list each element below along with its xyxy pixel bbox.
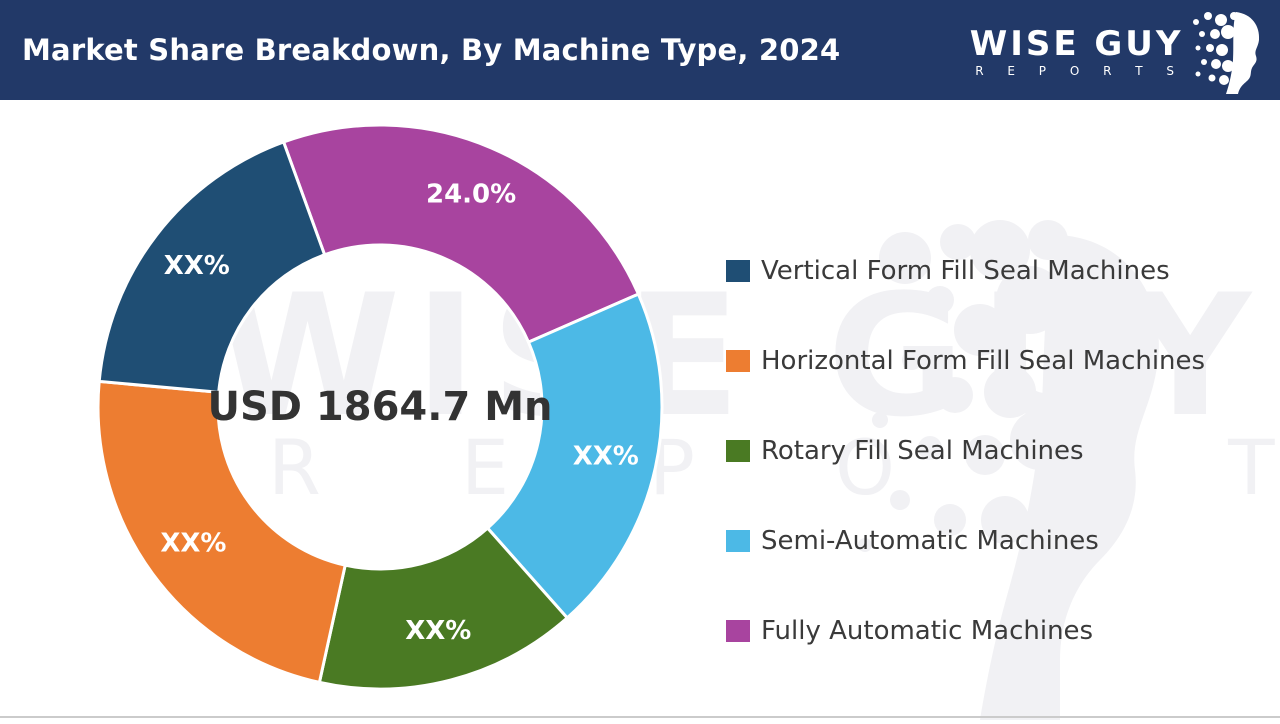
legend-swatch — [726, 530, 750, 552]
legend-item-0: Vertical Form Fill Seal Machines — [726, 226, 1205, 316]
wiseguy-logo-line1: WISE GUY — [969, 24, 1184, 64]
bottom-divider — [0, 716, 1280, 718]
donut-slice-3: Horizontal Form Fill Seal Machines — [96, 379, 347, 684]
legend-swatch — [726, 440, 750, 462]
legend-item-2: Rotary Fill Seal Machines — [726, 406, 1205, 496]
legend-label: Vertical Form Fill Seal Machines — [761, 256, 1170, 286]
donut-slice-label: 24.0% — [426, 180, 516, 210]
donut-slice-label: XX% — [405, 616, 471, 646]
wiseguy-face-icon — [1193, 12, 1260, 94]
legend-item-1: Horizontal Form Fill Seal Machines — [726, 316, 1205, 406]
legend-item-4: Fully Automatic Machines — [726, 586, 1205, 676]
header-bar: Market Share Breakdown, By Machine Type,… — [0, 0, 1280, 100]
donut-center-label: USD 1864.7 Mn — [208, 384, 553, 430]
legend-swatch — [726, 260, 750, 282]
donut-slice-label: XX% — [164, 251, 230, 281]
donut-slice-0: Fully Automatic Machines — [282, 123, 640, 344]
chart-legend: Vertical Form Fill Seal Machines Horizont… — [726, 226, 1205, 676]
donut-slice-1: Semi-Automatic Machines — [486, 292, 664, 620]
donut-slice-label: XX% — [573, 442, 639, 472]
legend-item-3: Semi-Automatic Machines — [726, 496, 1205, 586]
wiseguy-logo: WISE GUY R E P O R T S — [969, 10, 1266, 94]
wiseguy-logo-text: WISE GUY R E P O R T S — [969, 26, 1184, 78]
page-title: Market Share Breakdown, By Machine Type,… — [22, 33, 841, 67]
legend-label: Rotary Fill Seal Machines — [761, 436, 1084, 466]
donut-slice-label: XX% — [160, 529, 226, 559]
donut-slice-4: Vertical Form Fill Seal Machines — [97, 140, 327, 394]
legend-label: Semi-Automatic Machines — [761, 526, 1099, 556]
legend-label: Fully Automatic Machines — [761, 616, 1094, 646]
legend-swatch — [726, 620, 750, 642]
legend-label: Horizontal Form Fill Seal Machines — [761, 346, 1206, 376]
legend-swatch — [726, 350, 750, 372]
wiseguy-logo-line2: R E P O R T S — [975, 64, 1184, 78]
